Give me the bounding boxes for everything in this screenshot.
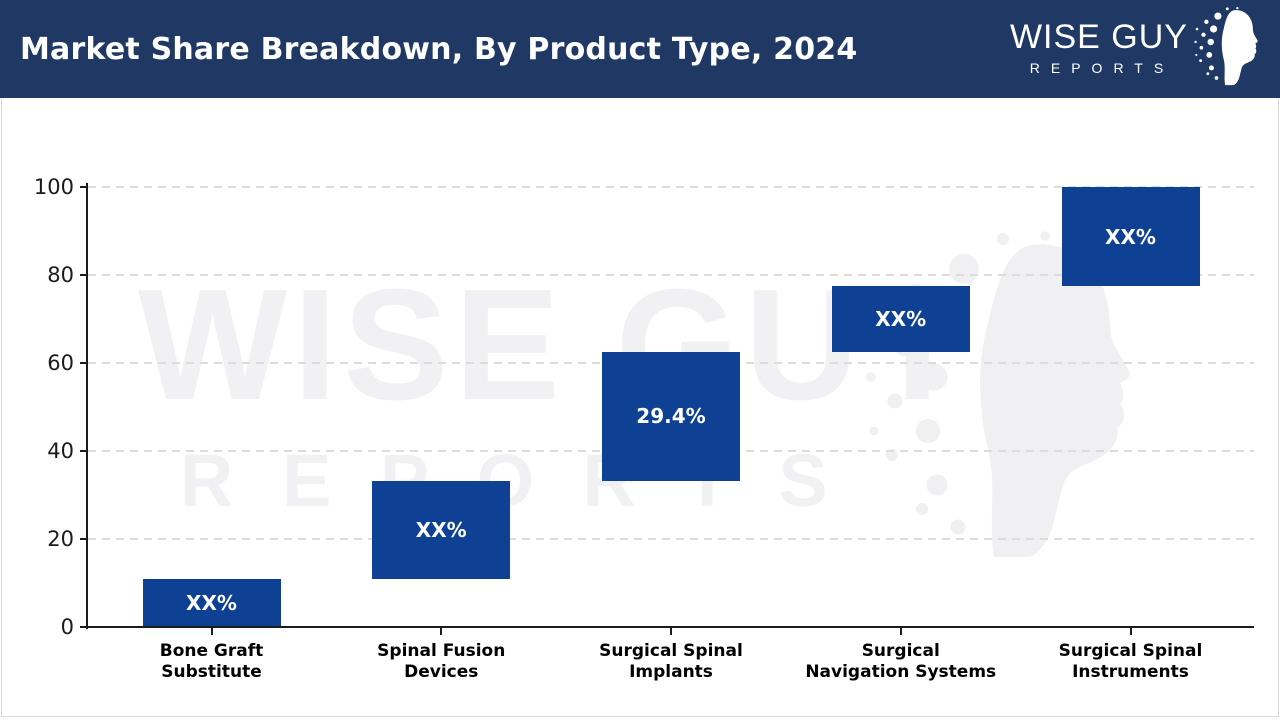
x-axis-line [86, 626, 1254, 628]
y-tick-label: 60 [47, 351, 74, 375]
bar-segment: XX% [831, 286, 970, 352]
y-tick-mark [80, 626, 88, 628]
bar-segment: XX% [142, 578, 281, 627]
x-tick-mark [1129, 628, 1132, 635]
x-category-label: Spinal Fusion Devices [377, 641, 506, 682]
y-tick-label: 80 [47, 263, 74, 287]
y-tick-label: 0 [60, 615, 74, 639]
x-tick-mark [670, 628, 672, 635]
gridline-20 [88, 538, 1254, 540]
y-tick-mark [80, 274, 88, 276]
wiseguy-head-icon [1194, 6, 1258, 86]
header-bar: Market Share Breakdown, By Product Type,… [0, 0, 1280, 98]
y-tick-mark [80, 362, 88, 364]
page-title: Market Share Breakdown, By Product Type,… [20, 31, 858, 67]
x-category-label: Bone Graft Substitute [159, 641, 264, 682]
brand-logo: WISE GUY REPORTS [1010, 6, 1264, 88]
y-tick-label: 40 [47, 439, 74, 463]
y-tick-mark [80, 186, 88, 188]
y-tick-label: 100 [33, 175, 74, 199]
bar-value-label: 29.4% [636, 404, 706, 429]
bar-value-label: XX% [415, 517, 467, 542]
y-axis-line [86, 183, 88, 629]
gridline-80 [88, 274, 1254, 276]
bar-segment: XX% [1061, 187, 1200, 287]
brand-logo-text: WISE GUY REPORTS [1010, 18, 1188, 76]
x-tick-mark [210, 628, 213, 635]
bar-value-label: XX% [1105, 224, 1156, 249]
y-tick-mark [80, 538, 88, 540]
x-category-label: Surgical Spinal Implants [599, 641, 743, 682]
brand-name: WISE GUY [1009, 18, 1188, 56]
bar-segment: 29.4% [602, 351, 740, 481]
y-tick-label: 20 [47, 527, 74, 551]
x-category-label: Surgical Spinal Instruments [1058, 641, 1203, 682]
bar-value-label: XX% [875, 306, 927, 331]
brand-subname: REPORTS [1029, 60, 1175, 76]
x-tick-mark [899, 628, 902, 635]
x-category-label: Surgical Navigation Systems [805, 641, 997, 682]
gridline-100 [88, 186, 1254, 188]
y-tick-mark [80, 450, 88, 452]
bar-value-label: XX% [186, 590, 237, 615]
x-tick-mark [440, 628, 443, 635]
bar-segment: XX% [372, 480, 511, 579]
